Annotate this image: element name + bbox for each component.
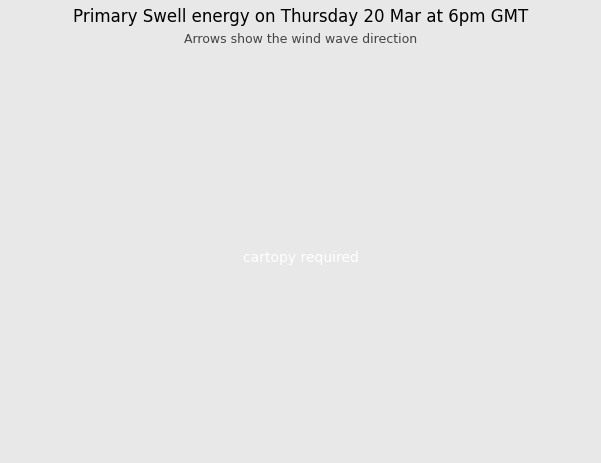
Text: Primary Swell energy on Thursday 20 Mar at 6pm GMT: Primary Swell energy on Thursday 20 Mar …: [73, 8, 528, 26]
Text: cartopy required: cartopy required: [243, 251, 358, 265]
Text: Arrows show the wind wave direction: Arrows show the wind wave direction: [184, 33, 417, 46]
